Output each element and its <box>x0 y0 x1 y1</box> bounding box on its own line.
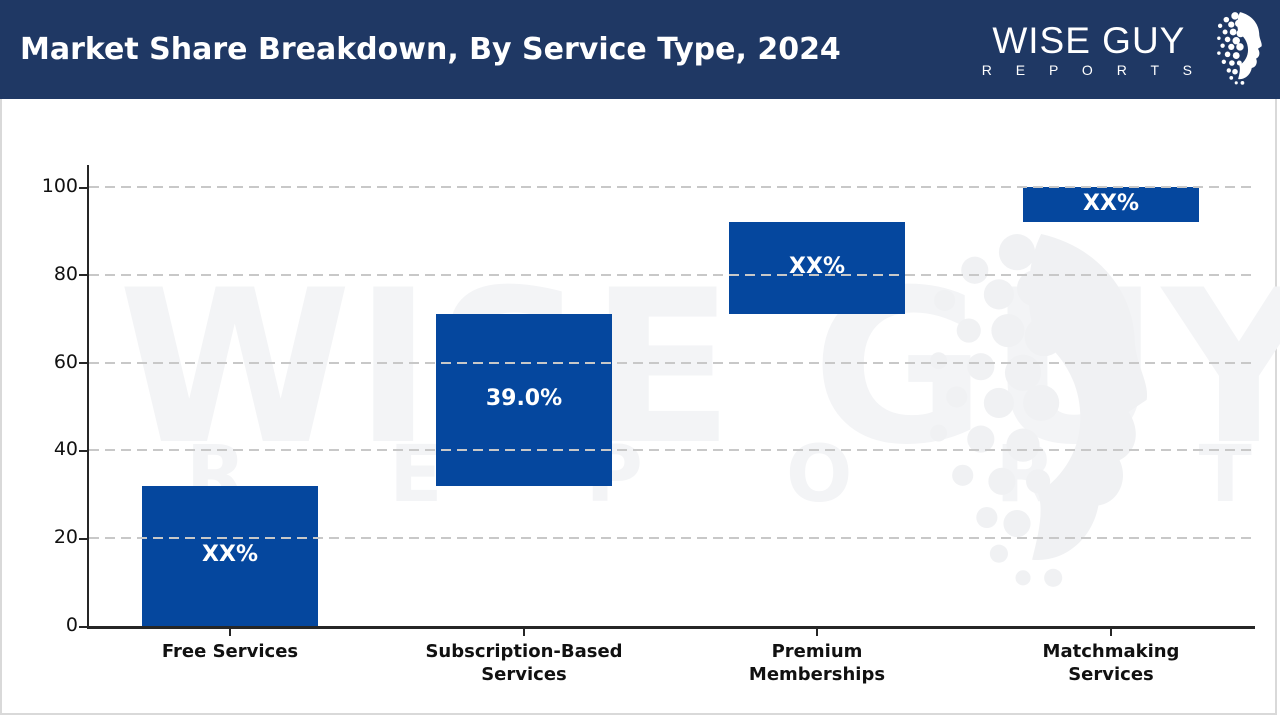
head-profile-logo-icon <box>1217 11 1262 85</box>
gridline <box>89 273 1255 276</box>
market-share-bar <box>142 485 318 626</box>
y-tick-label: 40 <box>53 438 78 461</box>
market-share-bar <box>436 314 612 486</box>
gridline <box>89 449 1255 452</box>
bar-value-label: XX% <box>789 254 845 280</box>
y-tick-mark <box>79 449 87 452</box>
bar-value-label: 39.0% <box>485 385 563 411</box>
y-tick-label: 0 <box>65 614 78 636</box>
x-tick-mark <box>229 628 231 636</box>
category-label: Premium Memberships <box>748 641 886 685</box>
y-tick-label: 100 <box>41 175 78 197</box>
category-label: Free Services <box>161 641 299 662</box>
x-axis-line <box>87 626 1255 629</box>
y-tick-label: 80 <box>53 262 78 285</box>
market-share-bar <box>729 222 905 315</box>
gridline <box>89 186 1255 188</box>
gridline <box>89 361 1255 364</box>
chart-title: Market Share Breakdown, By Service Type,… <box>20 32 841 67</box>
y-tick-mark <box>79 274 87 277</box>
watermark-head-profile-icon <box>930 234 1148 587</box>
y-tick-mark <box>79 625 87 628</box>
brand-name: WISE GUY <box>992 20 1186 61</box>
y-tick-mark <box>79 186 87 189</box>
x-tick-mark <box>1110 628 1112 636</box>
bar-value-label: XX% <box>1083 190 1139 216</box>
gridline <box>89 537 1255 540</box>
market-share-bar <box>1023 187 1199 223</box>
y-tick-label: 20 <box>53 526 78 549</box>
brand-logo: WISE GUY R E P O R T S <box>976 0 1266 99</box>
x-tick-mark <box>523 628 525 636</box>
y-tick-label: 60 <box>53 350 78 373</box>
y-tick-mark <box>79 362 87 365</box>
y-axis-line <box>87 165 89 628</box>
bar-value-label: XX% <box>202 541 258 567</box>
x-tick-mark <box>816 628 818 636</box>
y-tick-mark <box>79 537 87 540</box>
category-label: Matchmaking Services <box>1042 641 1180 685</box>
brand-logo-text: WISE GUY R E P O R T S <box>976 20 1202 79</box>
brand-subname: R E P O R T S <box>981 62 1202 78</box>
category-label: Subscription-Based Services <box>425 641 623 685</box>
header-band: Market Share Breakdown, By Service Type,… <box>0 0 1280 99</box>
